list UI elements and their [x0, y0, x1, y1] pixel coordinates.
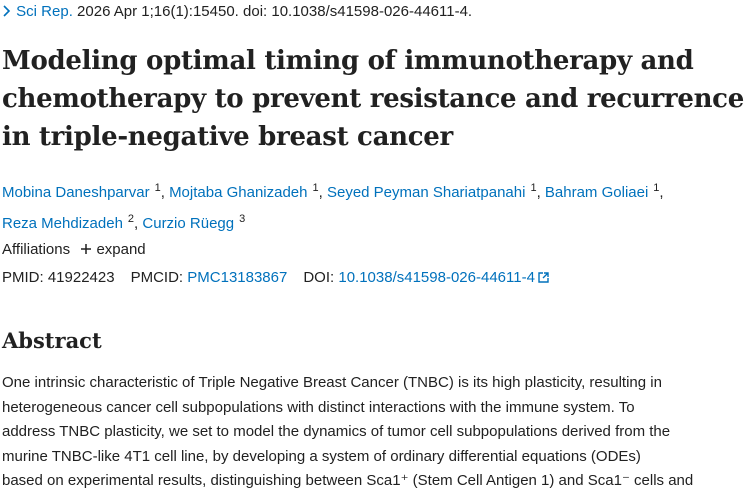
author-name[interactable]: Mobina Daneshparvar: [2, 184, 150, 201]
author-separator: ,: [659, 184, 664, 201]
abstract-line: address TNBC plasticity, we set to model…: [2, 423, 671, 440]
title-line: in triple-negative breast cancer: [2, 122, 453, 152]
author-name[interactable]: Reza Mehdizadeh: [2, 215, 123, 232]
identifiers: PMID: 41922423 PMCID: PMC13183867 DOI: 10.…: [2, 269, 566, 286]
identifier-value[interactable]: PMC13183867: [187, 269, 288, 286]
author: Mobina Daneshparvar 1,: [2, 182, 165, 201]
author: Reza Mehdizadeh 2,: [2, 213, 139, 232]
author-separator: ,: [536, 184, 541, 201]
author-affiliation: 1: [653, 182, 660, 194]
chevron-icon: [3, 5, 11, 17]
affiliations: Affiliations expand: [2, 241, 146, 258]
expand-label: expand: [96, 241, 146, 258]
author: Mojtaba Ghanizadeh 1,: [169, 182, 323, 201]
identifier-label: PMCID:: [130, 269, 184, 286]
abstract-line: One intrinsic characteristic of Triple N…: [2, 374, 662, 391]
identifier: PMID: 41922423: [2, 269, 115, 286]
author-separator: ,: [160, 184, 165, 201]
author-name[interactable]: Mojtaba Ghanizadeh: [169, 184, 308, 201]
author: Seyed Peyman Shariatpanahi 1,: [326, 182, 541, 201]
citation: Sci Rep. 2026 Apr 1;16(1):15450. doi: 10…: [2, 3, 472, 20]
external-link-icon: [538, 272, 549, 283]
abstract-text: One intrinsic characteristic of Triple N…: [2, 371, 693, 494]
author-name[interactable]: Bahram Goliaei: [544, 184, 649, 201]
abstract-heading: Abstract: [2, 328, 102, 353]
author: Bahram Goliaei 1,: [544, 182, 664, 201]
author-affiliation: 1: [312, 182, 319, 194]
title-line: Modeling optimal timing of immunotherapy…: [2, 46, 694, 76]
author-separator: ,: [134, 215, 139, 232]
citation-details: 2026 Apr 1;16(1):15450. doi: 10.1038/s41…: [77, 3, 473, 20]
identifier-label: PMID:: [2, 269, 44, 286]
author-affiliation: 2: [127, 213, 135, 225]
author-separator: ,: [318, 184, 323, 201]
identifier: DOI: 10.1038/s41598-026-44611-4: [303, 269, 550, 286]
author-name[interactable]: Curzio Rüegg: [142, 215, 235, 232]
affiliations-label: Affiliations: [2, 241, 71, 258]
article-title: Modeling optimal timing of immunotherapy…: [2, 42, 744, 156]
author-name[interactable]: Seyed Peyman Shariatpanahi: [326, 184, 526, 201]
author-affiliation: 3: [239, 213, 246, 225]
title-line: chemotherapy to prevent resistance and r…: [2, 84, 744, 114]
identifier-value[interactable]: 10.1038/s41598-026-44611-4: [338, 269, 535, 286]
identifier-value: 41922423: [47, 269, 115, 286]
identifier: PMCID: PMC13183867: [131, 269, 288, 286]
abstract-line: murine TNBC-like 4T1 cell line, by devel…: [2, 447, 641, 465]
plus-icon: [81, 244, 92, 254]
author-affiliation: 1: [154, 182, 161, 194]
journal-link[interactable]: Sci Rep.: [16, 3, 73, 20]
abstract-line: based on experimental results, distingui…: [2, 472, 694, 489]
author-affiliation: 1: [530, 182, 537, 194]
abstract-line: heterogeneous cancer cell subpopulations…: [2, 398, 635, 416]
author: Curzio Rüegg 3: [142, 213, 246, 232]
expand-toggle[interactable]: expand: [80, 241, 146, 258]
author-list: Mobina Daneshparvar 1, Mojtaba Ghanizadeh…: [2, 175, 750, 237]
external-link-path: [538, 272, 549, 283]
identifier-label: DOI:: [303, 269, 335, 286]
